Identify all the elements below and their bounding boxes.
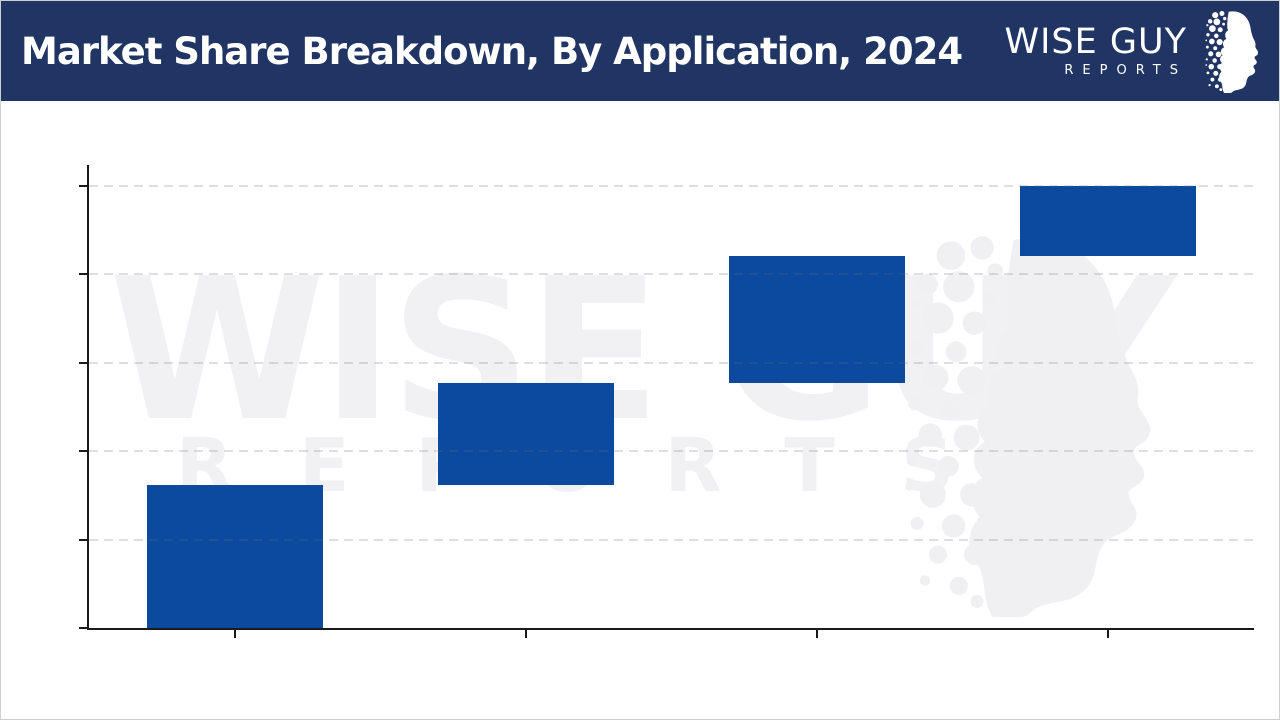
y-tick-mark bbox=[79, 185, 87, 187]
x-axis-line bbox=[87, 628, 1254, 630]
waterfall-chart-plot-area bbox=[1, 101, 1279, 719]
logo-text: WISE GUY REPORTS bbox=[1004, 21, 1187, 78]
gridline-y100 bbox=[89, 185, 1254, 187]
y-tick-mark bbox=[79, 361, 87, 364]
wise-guy-reports-logo: WISE GUY REPORTS bbox=[1004, 9, 1271, 93]
x-tick-mark bbox=[233, 630, 236, 638]
logo-wiseguy-label: WISE GUY bbox=[1004, 21, 1187, 62]
gridline-y80 bbox=[89, 273, 1254, 276]
waterfall-bar-automotive bbox=[1020, 186, 1197, 257]
gridline-y40 bbox=[89, 450, 1254, 453]
y-tick-mark bbox=[79, 450, 87, 453]
page-title: Market Share Breakdown, By Application, … bbox=[21, 29, 963, 73]
gridline-y20 bbox=[89, 538, 1254, 541]
waterfall-bar-commercial bbox=[437, 383, 614, 486]
y-tick-mark bbox=[79, 538, 87, 541]
x-tick-mark bbox=[524, 630, 527, 638]
y-tick-mark bbox=[79, 273, 87, 276]
y-axis-line bbox=[87, 165, 89, 630]
header-bar: Market Share Breakdown, By Application, … bbox=[1, 1, 1279, 101]
waterfall-bar-residential bbox=[146, 485, 323, 628]
y-tick-mark bbox=[79, 627, 87, 629]
waterfall-bar-industrial bbox=[729, 256, 906, 384]
logo-dotted-head-icon bbox=[1205, 10, 1259, 93]
x-tick-mark bbox=[1107, 630, 1110, 638]
gridline-y60 bbox=[89, 361, 1254, 364]
logo-reports-label: REPORTS bbox=[1064, 62, 1187, 78]
x-tick-mark bbox=[816, 630, 819, 638]
